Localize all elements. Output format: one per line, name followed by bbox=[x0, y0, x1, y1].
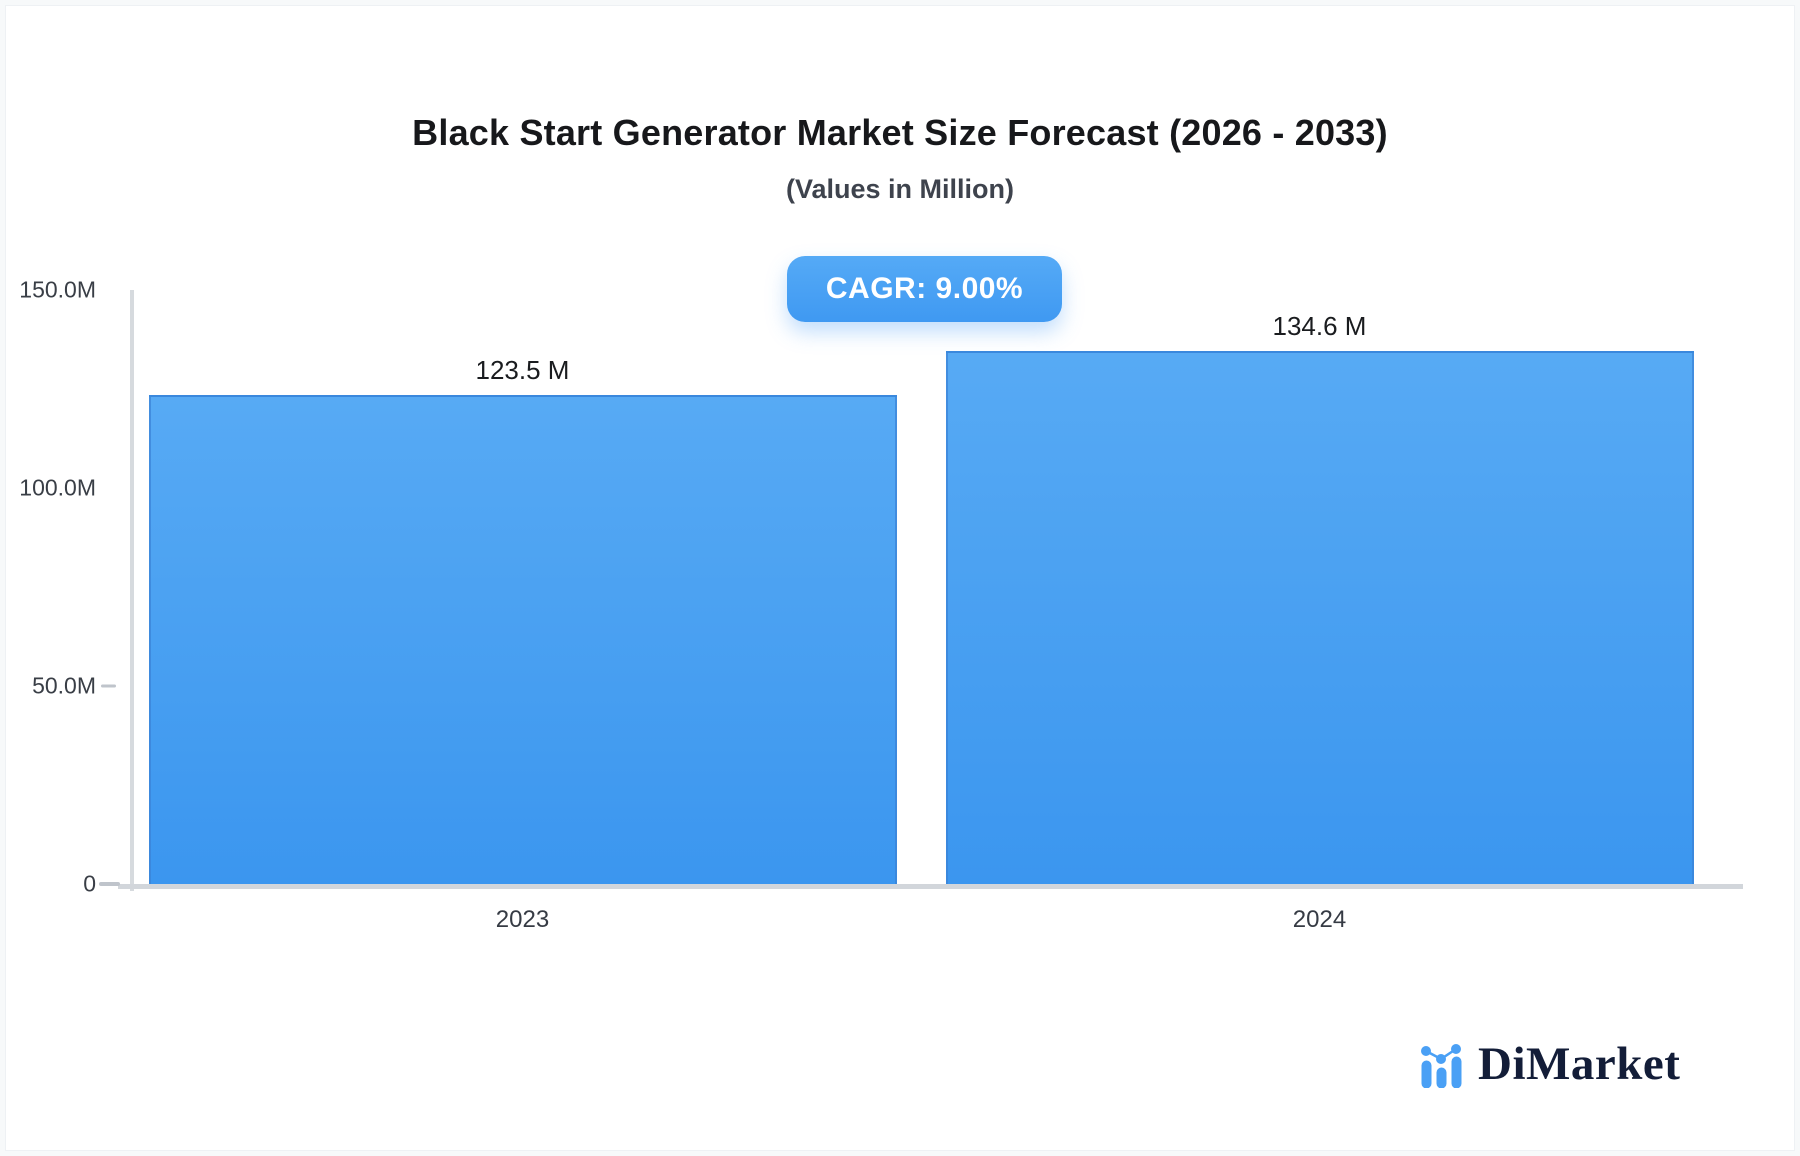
y-tick-label: 100.0M bbox=[19, 474, 96, 501]
x-axis-label: 2024 bbox=[1292, 906, 1347, 933]
y-tick-label: 50.0M bbox=[32, 672, 96, 699]
y-tick-label: 0 bbox=[83, 870, 96, 897]
chart-subtitle: (Values in Million) bbox=[785, 174, 1015, 204]
y-axis-line bbox=[130, 290, 134, 891]
brand-logo-text: DiMarket bbox=[1478, 1038, 1681, 1090]
y-tick-mark bbox=[99, 882, 120, 886]
bar-2024[interactable] bbox=[945, 350, 1694, 884]
brand-logo: DiMarket bbox=[1420, 1040, 1680, 1088]
bar-chart-logo-icon bbox=[1421, 1044, 1462, 1088]
x-axis-label: 2023 bbox=[495, 906, 550, 933]
chart-title: Black Start Generator Market Size Foreca… bbox=[412, 112, 1388, 153]
y-tick-label: 150.0M bbox=[19, 276, 96, 303]
x-axis-line bbox=[118, 884, 1743, 889]
y-tick-mark bbox=[101, 684, 116, 688]
bar-value-label: 134.6 M bbox=[1272, 310, 1367, 341]
bar-2023[interactable] bbox=[148, 394, 897, 884]
bar-value-label: 123.5 M bbox=[475, 354, 570, 385]
cagr-badge-label: CAGR: 9.00% bbox=[825, 272, 1024, 305]
cagr-badge: CAGR: 9.00% bbox=[787, 256, 1062, 322]
